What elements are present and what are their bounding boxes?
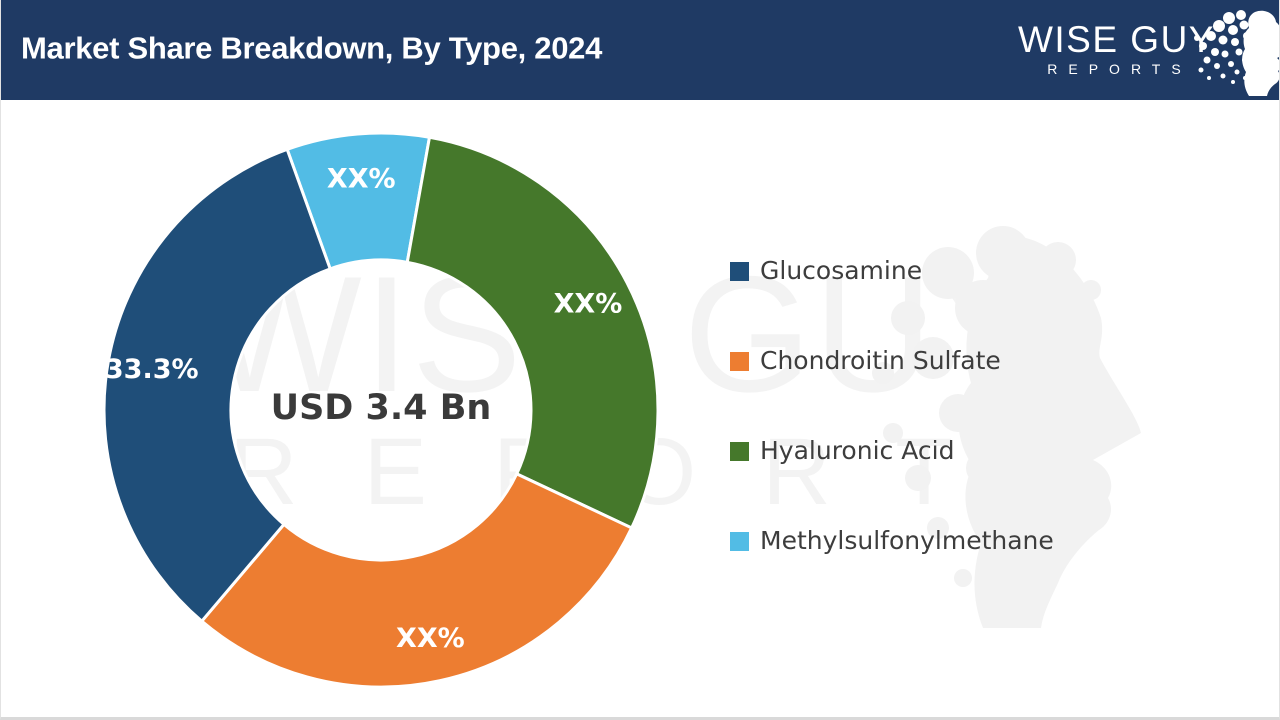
donut-segment-hyaluronic-acid — [405, 135, 660, 530]
chart-center-value: USD 3.4 Bn — [270, 388, 492, 428]
segment-value-label: XX% — [396, 623, 465, 654]
watermark-head-profile-icon — [872, 226, 1141, 628]
legend-label: Methylsulfonylmethane — [760, 526, 1054, 555]
segment-value-label: 33.3% — [105, 354, 199, 385]
legend-label: Glucosamine — [760, 256, 923, 285]
donut-segment-glucosamine — [102, 147, 332, 623]
segment-value-label: XX% — [327, 163, 396, 194]
legend-item-chondroitin-sulfate: Chondroitin Sulfate — [730, 346, 1054, 376]
legend-label: Chondroitin Sulfate — [760, 346, 1001, 375]
legend-swatch — [730, 261, 749, 281]
page-title: Market Share Breakdown, By Type, 2024 — [21, 30, 603, 66]
legend-label: Hyaluronic Acid — [760, 436, 955, 465]
header-bar: Market Share Breakdown, By Type, 2024 WI… — [1, 0, 1279, 100]
legend-item-methylsulfonylmethane: Methylsulfonylmethane — [730, 526, 1054, 556]
legend-swatch — [730, 351, 749, 371]
segment-value-label: XX% — [554, 288, 623, 319]
chart-legend: Glucosamine Chondroitin Sulfate Hyaluron… — [730, 256, 1054, 556]
legend-item-glucosamine: Glucosamine — [730, 256, 1054, 286]
logo-wordmark-text: WISE GUY — [1017, 19, 1215, 60]
legend-swatch — [730, 441, 749, 461]
logo-subtext: REPORTS — [1047, 61, 1192, 77]
logo-head-profile-icon — [1194, 10, 1279, 96]
legend-item-hyaluronic-acid: Hyaluronic Acid — [730, 436, 1054, 466]
legend-swatch — [730, 531, 749, 551]
brand-logo: WISE GUY REPORTS — [1018, 6, 1279, 96]
donut-segment-chondroitin-sulfate — [200, 472, 634, 689]
logo-wordmark: WISE GUY REPORTS — [1017, 19, 1215, 78]
